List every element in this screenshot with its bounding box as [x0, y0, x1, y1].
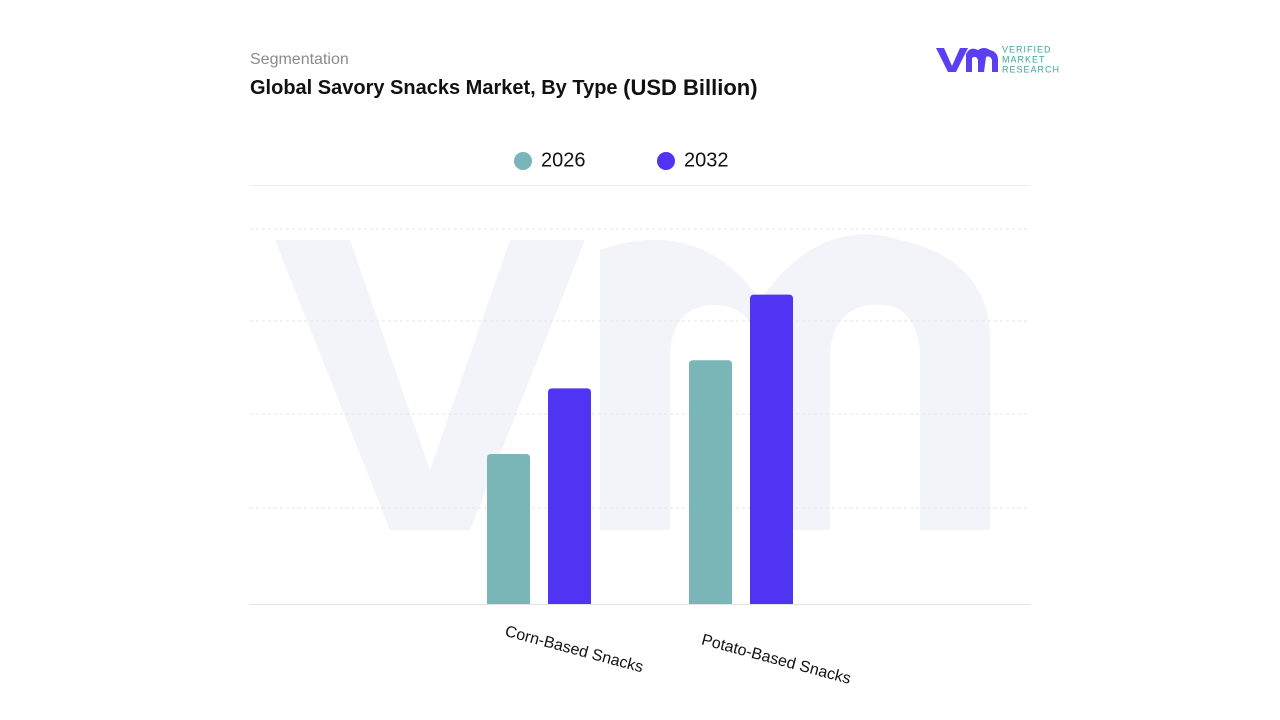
- watermark: [275, 234, 990, 530]
- legend-swatch: [657, 152, 675, 170]
- legend-swatch: [514, 152, 532, 170]
- logo-mark: [966, 48, 998, 72]
- logo-text: MARKET: [1002, 54, 1046, 64]
- title-unit: (USD Billion): [623, 75, 757, 100]
- x-tick-label: Potato-Based Snacks: [700, 632, 853, 688]
- subtitle: Segmentation: [250, 51, 349, 68]
- bar: [548, 388, 591, 604]
- bar: [750, 294, 793, 604]
- legend-label: 2032: [684, 149, 729, 171]
- logo-mark: [936, 48, 968, 72]
- chart-title: Global Savory Snacks Market, By Type (US…: [250, 75, 758, 100]
- bar: [689, 360, 732, 604]
- bar: [487, 454, 530, 604]
- legend-label: 2026: [541, 149, 586, 171]
- title-main: Global Savory Snacks Market, By Type: [250, 77, 618, 99]
- logo-text: VERIFIED: [1002, 44, 1052, 54]
- logo-text: RESEARCH: [1002, 64, 1060, 74]
- x-tick-label: Corn-Based Snacks: [503, 623, 645, 676]
- logo: VERIFIED MARKET RESEARCH: [936, 44, 1060, 74]
